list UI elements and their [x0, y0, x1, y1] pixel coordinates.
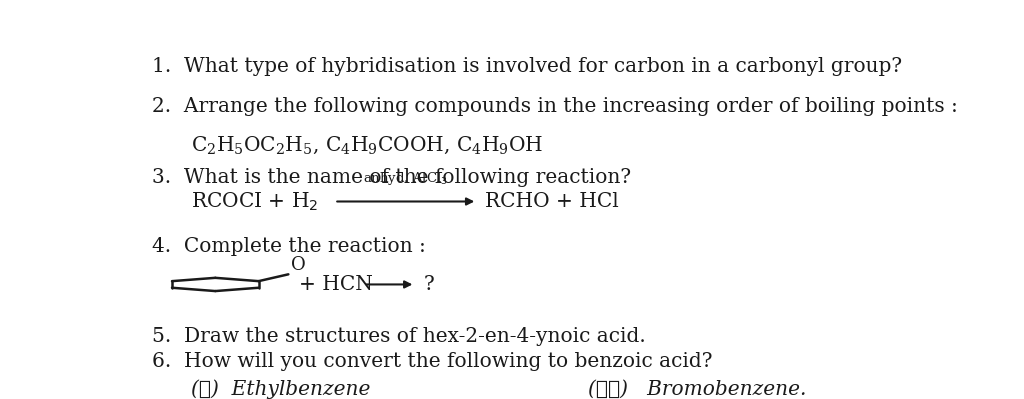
Text: anhyd. AlCl$_3$: anhyd. AlCl$_3$: [364, 170, 449, 187]
Text: (ℹℹ)   Bromobenzene.: (ℹℹ) Bromobenzene.: [588, 380, 807, 399]
Text: 4.  Complete the reaction :: 4. Complete the reaction :: [152, 237, 426, 256]
Text: + HCN: + HCN: [299, 275, 373, 294]
Text: 3.  What is the name of the following reaction?: 3. What is the name of the following rea…: [152, 168, 631, 187]
Text: 1.  What type of hybridisation is involved for carbon in a carbonyl group?: 1. What type of hybridisation is involve…: [152, 57, 902, 76]
Text: 5.  Draw the structures of hex-2-en-4-ynoic acid.: 5. Draw the structures of hex-2-en-4-yno…: [152, 327, 645, 346]
Text: O: O: [291, 256, 305, 274]
Text: RCHO + HCl: RCHO + HCl: [485, 192, 618, 211]
Text: (ℹ)  Ethylbenzene: (ℹ) Ethylbenzene: [191, 380, 371, 399]
Text: $\mathregular{C_2H_5OC_2H_5}$, $\mathregular{C_4H_9COOH}$, $\mathregular{C_4H_9O: $\mathregular{C_2H_5OC_2H_5}$, $\mathreg…: [191, 134, 544, 156]
Text: 2.  Arrange the following compounds in the increasing order of boiling points :: 2. Arrange the following compounds in th…: [152, 97, 957, 116]
Text: 6.  How will you convert the following to benzoic acid?: 6. How will you convert the following to…: [152, 352, 713, 371]
Text: RCOCI + H$_2$: RCOCI + H$_2$: [191, 190, 318, 213]
Text: ?: ?: [423, 275, 434, 294]
